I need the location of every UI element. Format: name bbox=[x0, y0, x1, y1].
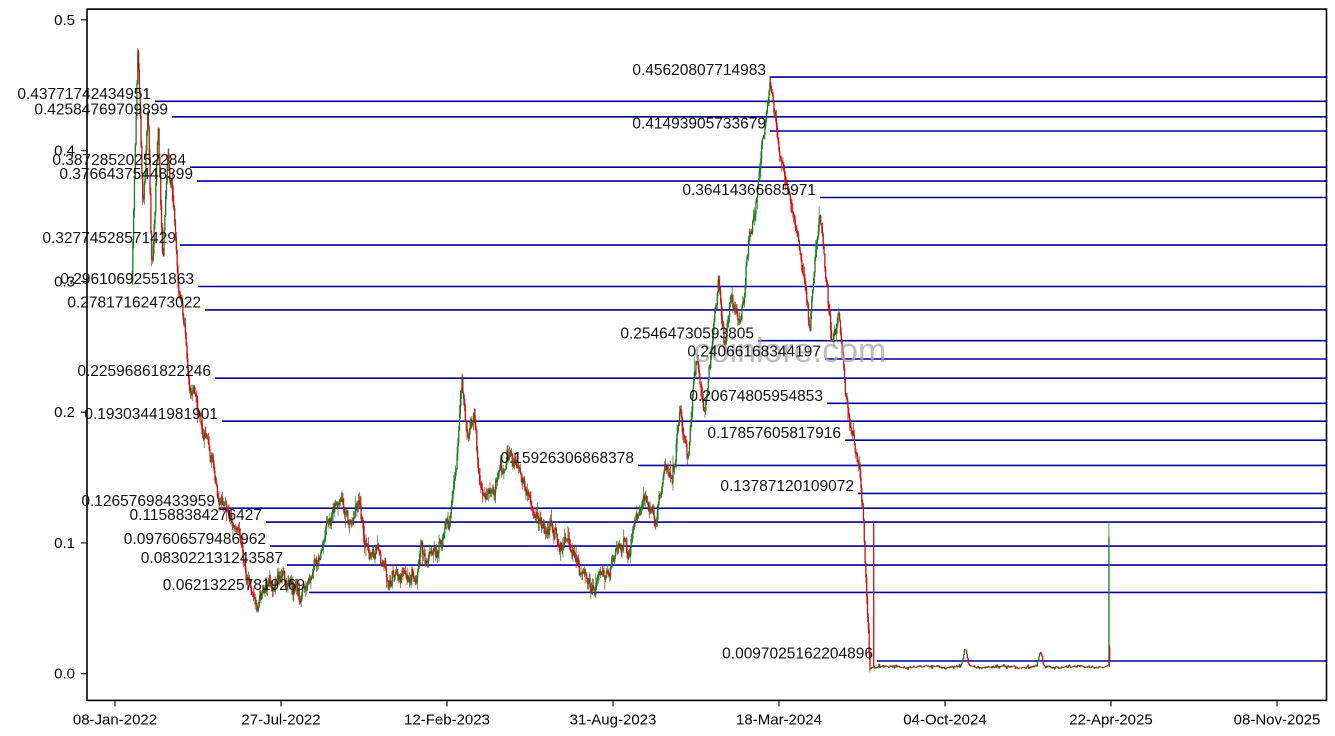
svg-text:0.3: 0.3 bbox=[54, 273, 75, 290]
svg-text:31-Aug-2023: 31-Aug-2023 bbox=[570, 711, 657, 728]
svg-text:0.5: 0.5 bbox=[54, 12, 75, 29]
svg-text:0.062132257819269: 0.062132257819269 bbox=[163, 577, 305, 594]
svg-text:0.2: 0.2 bbox=[54, 404, 75, 421]
svg-text:0.27817162473022: 0.27817162473022 bbox=[67, 295, 201, 312]
svg-text:0.20674805954853: 0.20674805954853 bbox=[689, 388, 823, 405]
svg-text:0.15926306868378: 0.15926306868378 bbox=[500, 450, 634, 467]
svg-text:27-Jul-2022: 27-Jul-2022 bbox=[241, 711, 320, 728]
svg-text:0.29610692551863: 0.29610692551863 bbox=[60, 271, 194, 288]
svg-text:08-Jan-2022: 08-Jan-2022 bbox=[73, 711, 157, 728]
svg-text:0.1: 0.1 bbox=[54, 535, 75, 552]
svg-text:0.0097025162204896: 0.0097025162204896 bbox=[722, 646, 873, 663]
svg-text:0.22596861822246: 0.22596861822246 bbox=[77, 363, 211, 380]
svg-text:0.19303441981901: 0.19303441981901 bbox=[84, 406, 218, 423]
svg-text:0.45620807714983: 0.45620807714983 bbox=[632, 62, 766, 79]
svg-text:08-Nov-2025: 08-Nov-2025 bbox=[1234, 711, 1321, 728]
svg-text:0.42584769709899: 0.42584769709899 bbox=[34, 102, 168, 119]
svg-text:0.13787120109072: 0.13787120109072 bbox=[720, 478, 854, 495]
svg-text:0.0: 0.0 bbox=[54, 666, 75, 683]
svg-text:0.17857605817916: 0.17857605817916 bbox=[707, 425, 841, 442]
svg-text:0.24066168344197: 0.24066168344197 bbox=[687, 344, 821, 361]
svg-text:0.083022131243587: 0.083022131243587 bbox=[141, 550, 283, 567]
svg-text:18-Mar-2024: 18-Mar-2024 bbox=[736, 711, 822, 728]
svg-text:0.36414366685971: 0.36414366685971 bbox=[682, 182, 816, 199]
svg-text:04-Oct-2024: 04-Oct-2024 bbox=[903, 711, 986, 728]
svg-text:0.37664375448399: 0.37664375448399 bbox=[59, 166, 193, 183]
svg-text:0.11588384276427: 0.11588384276427 bbox=[130, 507, 262, 524]
svg-text:0.43771742434951: 0.43771742434951 bbox=[17, 86, 151, 103]
svg-text:0.41493905733679: 0.41493905733679 bbox=[632, 116, 766, 133]
svg-text:22-Apr-2025: 22-Apr-2025 bbox=[1069, 711, 1152, 728]
svg-text:0.097606579486962: 0.097606579486962 bbox=[124, 531, 266, 548]
svg-text:12-Feb-2023: 12-Feb-2023 bbox=[404, 711, 490, 728]
svg-text:0.4: 0.4 bbox=[54, 143, 75, 160]
svg-text:0.25464730593805: 0.25464730593805 bbox=[620, 325, 754, 342]
svg-text:0.32774528571429: 0.32774528571429 bbox=[42, 230, 176, 247]
